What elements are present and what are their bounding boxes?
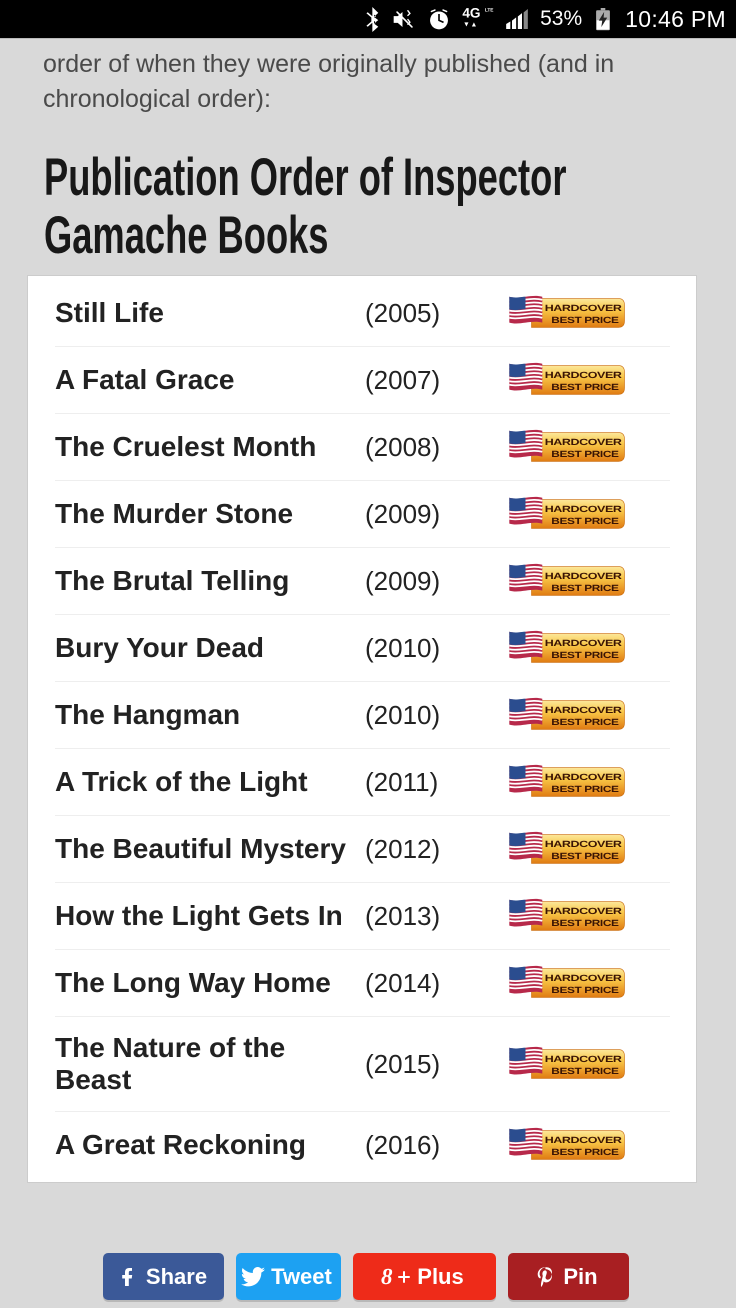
svg-text:LTE: LTE [485,8,494,13]
svg-text:4G: 4G [462,6,480,21]
svg-text:8: 8 [381,1266,393,1288]
